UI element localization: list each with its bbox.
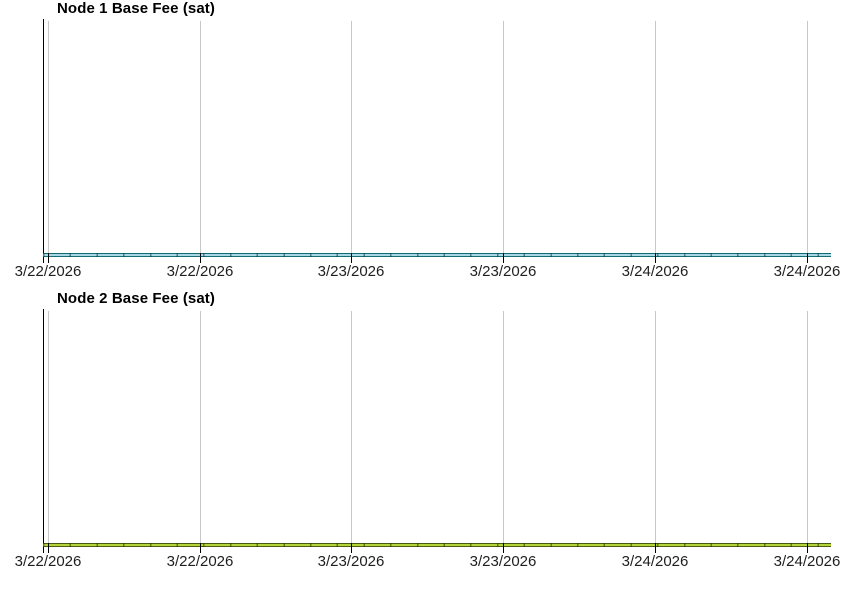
x-axis-tick: [351, 253, 352, 263]
x-axis-tick: [503, 253, 504, 263]
gridline: [351, 21, 352, 253]
x-axis-label: 3/22/2026: [166, 553, 234, 570]
y-axis-line: [43, 309, 44, 553]
gridline: [48, 21, 49, 253]
gridline: [503, 311, 504, 543]
x-axis-label: 3/22/2026: [166, 263, 234, 280]
chart-node1-base-fee: Node 1 Base Fee (sat) 3/22/2026 3/22/202…: [0, 0, 860, 290]
x-axis-label: 3/23/2026: [317, 553, 385, 570]
gridline: [807, 311, 808, 543]
x-axis-tick: [807, 253, 808, 263]
x-axis-label: 3/24/2026: [621, 553, 689, 570]
x-axis-label: 3/24/2026: [773, 553, 841, 570]
gridline: [48, 311, 49, 543]
gridline: [200, 311, 201, 543]
x-axis-tick: [200, 253, 201, 263]
x-axis-tick: [200, 543, 201, 553]
x-axis-label: 3/24/2026: [621, 263, 689, 280]
gridline: [655, 21, 656, 253]
x-axis-label: 3/22/2026: [14, 263, 82, 280]
x-axis-tick: [807, 543, 808, 553]
chart-title: Node 2 Base Fee (sat): [57, 290, 215, 307]
x-axis-tick: [48, 253, 49, 263]
base-fee-line-series: [43, 543, 831, 547]
base-fee-line-series: [43, 253, 831, 257]
chart-node2-base-fee: Node 2 Base Fee (sat) 3/22/2026 3/22/202…: [0, 290, 860, 580]
x-axis-tick: [48, 543, 49, 553]
gridline: [655, 311, 656, 543]
x-axis-tick: [351, 543, 352, 553]
x-axis-label: 3/23/2026: [317, 263, 385, 280]
x-axis-label: 3/24/2026: [773, 263, 841, 280]
x-axis-label: 3/23/2026: [469, 553, 537, 570]
y-axis-line: [43, 19, 44, 263]
gridline: [807, 21, 808, 253]
x-axis-tick: [503, 543, 504, 553]
x-axis-tick: [655, 543, 656, 553]
x-axis-tick: [655, 253, 656, 263]
gridline: [200, 21, 201, 253]
gridline: [503, 21, 504, 253]
x-axis-label: 3/22/2026: [14, 553, 82, 570]
chart-title: Node 1 Base Fee (sat): [57, 0, 215, 17]
gridline: [351, 311, 352, 543]
x-axis-label: 3/23/2026: [469, 263, 537, 280]
